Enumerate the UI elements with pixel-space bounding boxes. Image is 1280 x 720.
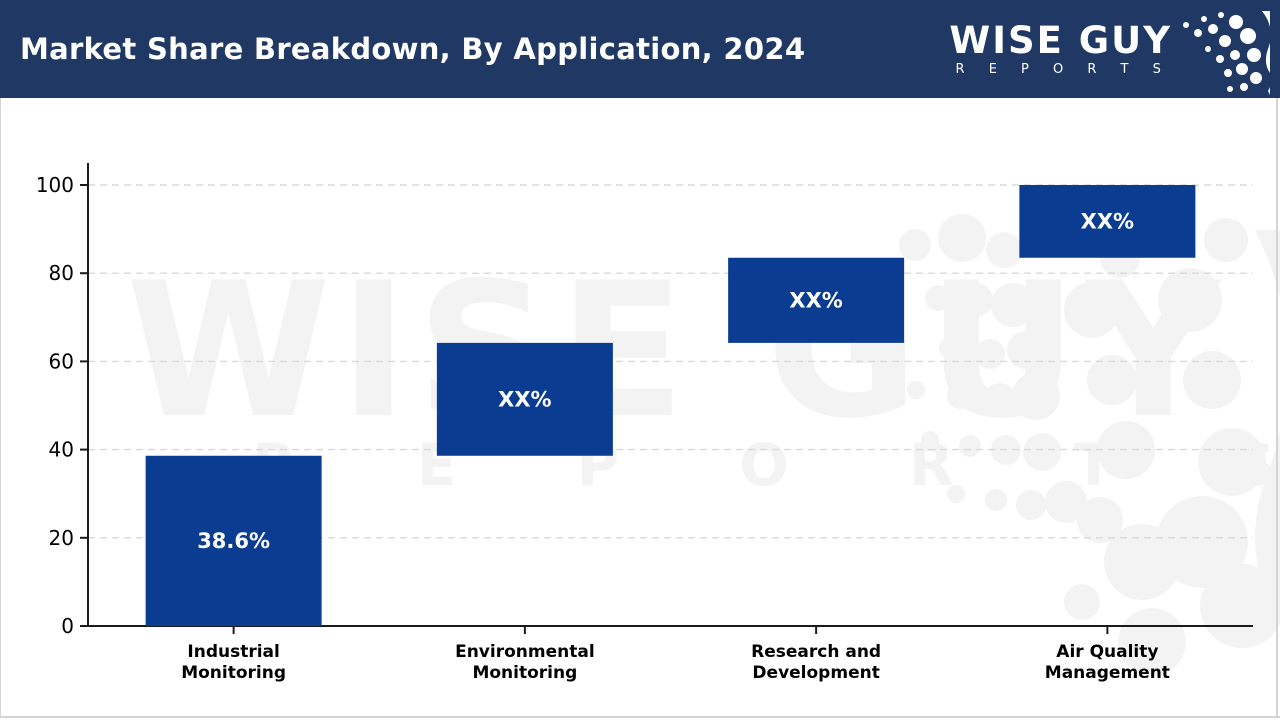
xtick-label-1-line1: Monitoring: [472, 663, 577, 683]
header-bar: Market Share Breakdown, By Application, …: [0, 0, 1280, 98]
xtick-label-2-line1: Development: [752, 663, 879, 683]
bar-3: [1019, 185, 1196, 258]
xtick-label-0-line0: Industrial: [187, 642, 279, 662]
logo-wordmark: WISE GUY R E P O R T S: [949, 22, 1172, 77]
xtick-label-1-line0: Environmental: [455, 642, 595, 662]
ytick-label-60: 60: [49, 349, 74, 373]
bar-value-label-2: XX%: [789, 288, 842, 312]
bar-1: [436, 342, 613, 456]
bar-value-label-0: 38.6%: [197, 529, 270, 553]
logo-face-icon: [1183, 11, 1270, 95]
figure-left-border: [0, 98, 1, 717]
ytick-label-20: 20: [49, 526, 74, 550]
xtick-label-3-line1: Management: [1045, 663, 1170, 683]
bar-0: [145, 455, 322, 626]
logo-line1: WISE GUY: [949, 18, 1172, 62]
figure-bottom-border: [0, 716, 1280, 718]
bar-value-label-3: XX%: [1081, 209, 1134, 233]
logo-line2: R E P O R T S: [955, 61, 1171, 77]
ytick-label-40: 40: [49, 438, 74, 462]
figure-right-border: [1276, 98, 1278, 717]
xtick-label-3-line0: Air Quality: [1056, 642, 1158, 662]
ytick-label-80: 80: [49, 261, 74, 285]
page-title: Market Share Breakdown, By Application, …: [20, 32, 806, 66]
xtick-label-0-line1: Monitoring: [181, 663, 286, 683]
xtick-label-2-line0: Research and: [751, 642, 881, 662]
ytick-label-100: 100: [36, 173, 74, 197]
bar-2: [728, 257, 905, 343]
ytick-label-0: 0: [61, 614, 74, 638]
bar-value-label-1: XX%: [498, 387, 551, 411]
wiseguy-logo: WISE GUY R E P O R T S: [949, 3, 1270, 95]
